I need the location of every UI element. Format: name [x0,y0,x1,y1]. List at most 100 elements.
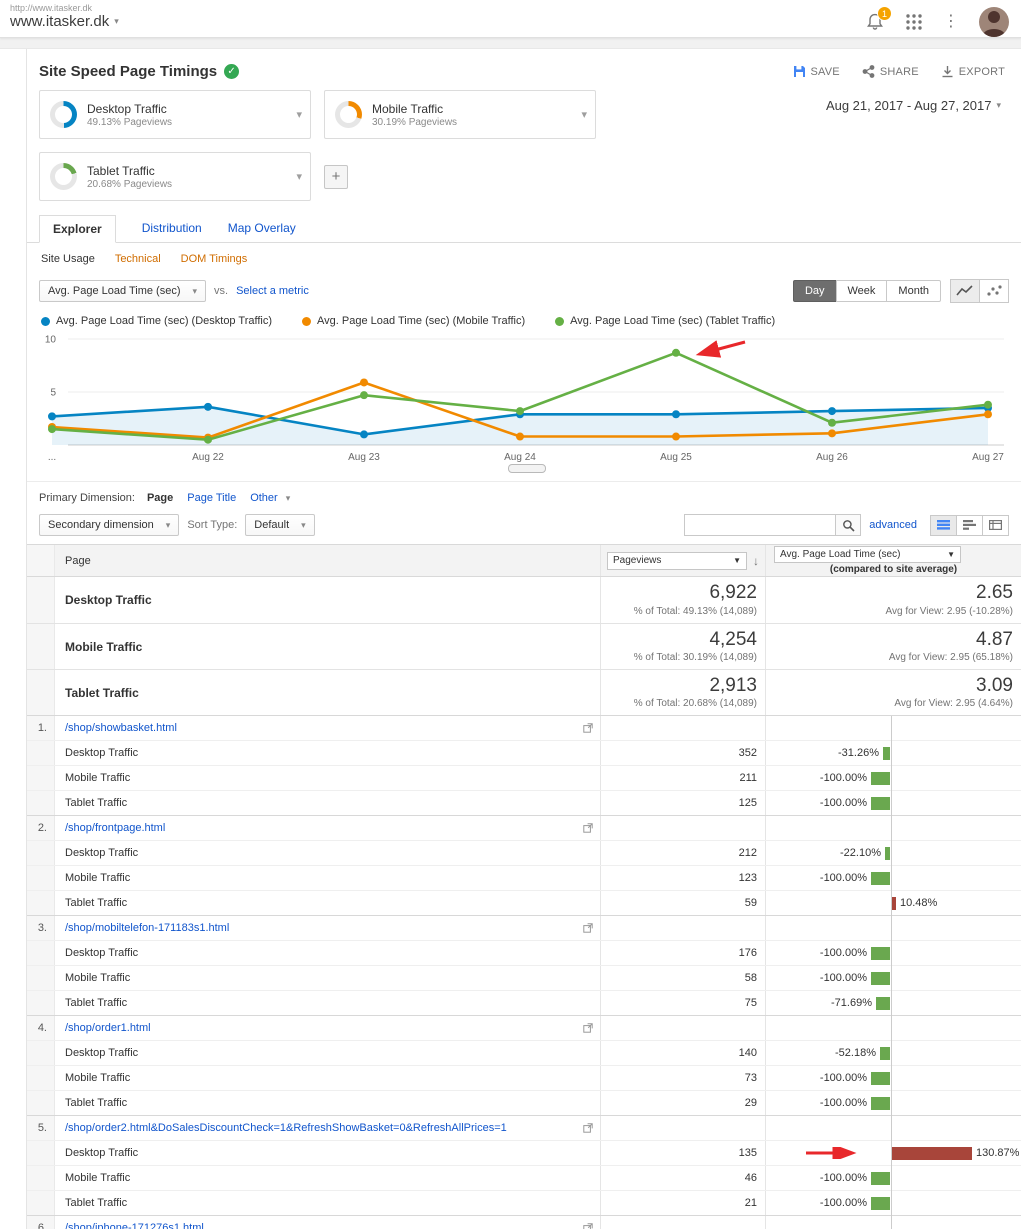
summary-row-mobile-traffic[interactable]: Mobile Traffic 4,254 % of Total: 30.19% … [27,623,1021,669]
segment-sub-row[interactable]: Tablet Traffic 29 -100.00% [27,1090,1021,1116]
save-button[interactable]: SAVE [793,65,840,78]
open-in-new-icon[interactable] [583,823,593,833]
open-in-new-icon[interactable] [583,1023,593,1033]
delta-bar: -100.00% [816,1171,890,1185]
sort-type-button[interactable]: Default ▾ [245,514,315,536]
summary-row-tablet-traffic[interactable]: Tablet Traffic 2,913 % of Total: 20.68% … [27,669,1021,715]
search-input[interactable] [684,514,837,536]
add-segment-button[interactable]: + [324,164,348,189]
summary-label: Desktop Traffic [65,593,152,607]
segment-sub-row[interactable]: Tablet Traffic 59 10.48% [27,890,1021,916]
secondary-dimension-button[interactable]: Secondary dimension ▾ [39,514,180,536]
segment-sub-row[interactable]: Tablet Traffic 125 -100.00% [27,790,1021,816]
select-metric-link[interactable]: Select a metric [236,285,309,297]
summary-row-desktop-traffic[interactable]: Desktop Traffic 6,922 % of Total: 49.13%… [27,577,1021,623]
delta-value: -100.00% [819,797,867,809]
segment-sub-row[interactable]: Desktop Traffic 135 130.87% [27,1140,1021,1166]
granularity-day-button[interactable]: Day [792,280,837,302]
page-column-header[interactable]: Page [65,554,91,567]
granularity-month-button[interactable]: Month [886,280,941,302]
legend-item: Avg. Page Load Time (sec) (Tablet Traffi… [555,315,775,327]
dimension-page[interactable]: Page [146,492,174,504]
open-in-new-icon[interactable] [583,1223,593,1229]
subtab-technical[interactable]: Technical [114,253,161,265]
segment-sub-row[interactable]: Mobile Traffic 123 -100.00% [27,865,1021,891]
apps-grid-icon[interactable] [905,13,923,31]
segment-sub-row[interactable]: Mobile Traffic 211 -100.00% [27,765,1021,791]
subtab-site-usage[interactable]: Site Usage [41,253,95,265]
open-in-new-icon[interactable] [583,923,593,933]
pivot-view-icon [989,520,1002,530]
account-selector[interactable]: www.itasker.dk ▾ [10,13,119,30]
chart-canvas[interactable]: 5 10... Aug 22 Aug 23 Aug 24 Aug 25 Aug 26 Aug … [38,333,1013,469]
timeline-handle[interactable] [508,464,546,473]
date-range-selector[interactable]: Aug 21, 2017 - Aug 27, 2017 ▾ [826,98,1001,113]
segment-sub-row[interactable]: Mobile Traffic 46 -100.00% [27,1165,1021,1191]
more-menu-icon[interactable]: ⋮ [943,13,959,30]
svg-text:Aug 22: Aug 22 [192,452,224,463]
share-button[interactable]: SHARE [862,65,919,78]
sub-row-label: Desktop Traffic [65,847,139,859]
row-number: 5. [27,1116,55,1140]
segment-sub-row[interactable]: Tablet Traffic 21 -100.00% [27,1190,1021,1216]
legend-dot-icon [555,316,565,326]
open-in-new-icon[interactable] [583,1123,593,1133]
granularity-week-button[interactable]: Week [835,280,888,302]
segment-sub-row[interactable]: Mobile Traffic 58 -100.00% [27,965,1021,991]
segment-sub-row[interactable]: Desktop Traffic 212 -22.10% [27,840,1021,866]
page-link[interactable]: /shop/order2.html&DoSalesDiscountCheck=1… [65,1122,507,1134]
segment-card-desktop-traffic[interactable]: Desktop Traffic 49.13% Pageviews ▾ [39,90,311,139]
avatar[interactable] [979,7,1009,37]
zero-axis-line [891,891,892,916]
performance-view-button[interactable] [956,514,983,536]
segment-sub-row[interactable]: Desktop Traffic 352 -31.26% [27,740,1021,766]
segment-sub-row[interactable]: Tablet Traffic 75 -71.69% [27,990,1021,1016]
chevron-down-icon[interactable]: ▾ [296,109,302,121]
segment-card-tablet-traffic[interactable]: Tablet Traffic 20.68% Pageviews ▾ [39,152,311,201]
delta-bar: -52.18% [831,1046,890,1060]
delta-bar-fill [883,746,890,760]
pivot-view-button[interactable] [982,514,1009,536]
chevron-down-icon[interactable]: ▾ [581,109,587,121]
tab-explorer[interactable]: Explorer [39,215,116,243]
segment-sub-row[interactable]: Mobile Traffic 73 -100.00% [27,1065,1021,1091]
segment-sub-row[interactable]: Desktop Traffic 140 -52.18% [27,1040,1021,1066]
page-link[interactable]: /shop/iphone-171276s1.html [65,1222,204,1229]
search-icon [842,519,855,532]
subtab-dom-timings[interactable]: DOM Timings [180,253,248,265]
page-link[interactable]: /shop/order1.html [65,1022,151,1034]
search-button[interactable] [835,514,862,536]
delta-value: -100.00% [819,1172,867,1184]
page-link[interactable]: /shop/frontpage.html [65,822,166,834]
metric-column-select[interactable]: Avg. Page Load Time (sec) ▼ [774,546,961,563]
export-button[interactable]: EXPORT [941,65,1005,78]
segment-card-mobile-traffic[interactable]: Mobile Traffic 30.19% Pageviews ▾ [324,90,596,139]
page-link[interactable]: /shop/mobiltelefon-171183s1.html [65,922,230,934]
row-number: 3. [27,916,55,940]
legend-dot-icon [41,316,50,326]
tab-distribution[interactable]: Distribution [141,221,202,235]
sort-descending-icon[interactable]: ↓ [753,553,759,568]
metric-select-dropdown[interactable]: Avg. Page Load Time (sec) ▾ [39,280,207,302]
table-view-button[interactable] [930,514,957,536]
line-chart-toggle-button[interactable] [950,279,980,303]
segment-sub-row[interactable]: Desktop Traffic 176 -100.00% [27,940,1021,966]
chevron-down-icon[interactable]: ▾ [296,171,302,183]
open-in-new-icon[interactable] [583,723,593,733]
tab-map-overlay[interactable]: Map Overlay [227,221,296,235]
header-divider [0,38,1021,49]
notifications-button[interactable]: 1 [865,6,892,32]
motion-chart-toggle-button[interactable] [979,279,1009,303]
timeseries-chart[interactable]: 5 10... Aug 22 Aug 23 Aug 24 Aug 25 Aug 26 Aug … [38,333,1021,481]
dimension-page-title[interactable]: Page Title [187,492,237,504]
delta-bar-fill [892,896,896,910]
svg-text:...: ... [48,452,56,463]
summary-metric-sub: Avg for View: 2.95 (4.64%) [894,698,1013,709]
collapsed-sidebar[interactable] [0,49,27,1229]
dimension-other[interactable]: Other ▾ [250,492,291,504]
advanced-link[interactable]: advanced [869,519,917,531]
delta-bar: -100.00% [816,871,890,885]
page-link[interactable]: /shop/showbasket.html [65,722,177,734]
pageviews-select[interactable]: Pageviews ▼ [607,551,747,570]
zero-axis-line [891,1016,892,1041]
